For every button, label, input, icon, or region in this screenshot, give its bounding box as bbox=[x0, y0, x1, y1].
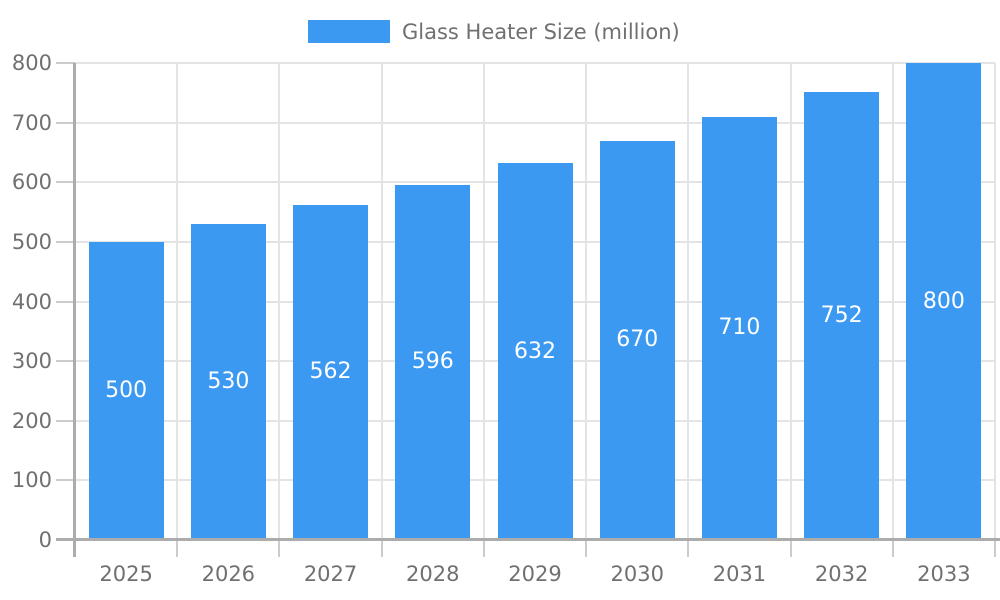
x-axis-tick bbox=[380, 540, 383, 557]
gridline-vertical bbox=[891, 63, 894, 540]
y-axis-tick-label: 0 bbox=[38, 528, 52, 552]
gridline-horizontal bbox=[75, 62, 995, 64]
y-axis-tick bbox=[56, 181, 75, 184]
y-axis-tick-label: 300 bbox=[11, 349, 52, 374]
x-axis-tick-label: 2029 bbox=[508, 562, 562, 586]
x-axis-tick bbox=[482, 540, 485, 557]
bar-value-label: 562 bbox=[309, 359, 352, 385]
bar-value-label: 670 bbox=[616, 327, 659, 353]
gridline-vertical bbox=[482, 63, 485, 540]
gridline-vertical bbox=[380, 63, 383, 540]
y-axis-tick-label: 100 bbox=[11, 468, 52, 493]
bar: 752 bbox=[804, 91, 880, 540]
y-axis-tick bbox=[56, 360, 75, 363]
gridline-vertical bbox=[585, 63, 588, 540]
gridline-horizontal bbox=[75, 121, 995, 124]
x-axis-tick bbox=[278, 540, 281, 557]
bar-value-label: 632 bbox=[514, 338, 556, 364]
x-axis-tick-label: 2030 bbox=[610, 562, 664, 586]
y-axis-tick bbox=[56, 240, 75, 243]
x-axis-tick bbox=[176, 540, 179, 557]
x-axis-tick bbox=[891, 540, 894, 557]
y-axis-tick-label: 200 bbox=[11, 408, 52, 433]
x-axis-tick-label: 2027 bbox=[303, 562, 358, 586]
y-axis-tick-label: 600 bbox=[11, 170, 52, 195]
x-axis-tick-label: 2028 bbox=[406, 562, 460, 586]
y-axis-tick bbox=[56, 121, 75, 124]
bar: 596 bbox=[395, 184, 471, 540]
gridline-vertical bbox=[278, 63, 281, 540]
bar-value-label: 530 bbox=[207, 368, 250, 394]
x-axis-tick bbox=[687, 540, 690, 557]
x-axis-tick bbox=[585, 540, 588, 557]
y-axis-tick bbox=[56, 300, 75, 303]
x-axis-tick-label: 2033 bbox=[917, 562, 971, 586]
gridline-vertical bbox=[176, 63, 179, 540]
bar: 562 bbox=[293, 204, 369, 540]
bar-value-label: 800 bbox=[922, 288, 965, 314]
bar-value-label: 752 bbox=[820, 302, 863, 328]
bar-value-label: 596 bbox=[411, 349, 454, 375]
gridline-vertical bbox=[687, 63, 690, 540]
x-axis-tick-label: 2032 bbox=[814, 562, 869, 586]
y-axis-tick-label: 400 bbox=[11, 289, 52, 314]
y-axis-tick bbox=[56, 62, 75, 64]
bar-value-label: 500 bbox=[105, 377, 148, 403]
x-axis-tick-label: 2025 bbox=[99, 562, 153, 586]
x-axis-tick-label: 2031 bbox=[712, 562, 767, 586]
y-axis-tick-label: 700 bbox=[11, 110, 52, 135]
y-axis-tick bbox=[56, 419, 75, 422]
y-axis-tick-label: 500 bbox=[11, 229, 52, 254]
bar-value-label: 710 bbox=[718, 315, 761, 341]
y-axis-tick-label: 800 bbox=[11, 51, 52, 75]
legend-label: Glass Heater Size (million) bbox=[402, 20, 680, 44]
y-axis-line bbox=[73, 63, 76, 557]
gridline-vertical bbox=[789, 63, 792, 540]
bar: 710 bbox=[701, 116, 777, 540]
y-axis-tick bbox=[56, 479, 75, 482]
bar: 670 bbox=[599, 140, 675, 540]
x-axis-line bbox=[56, 538, 1000, 541]
legend-swatch bbox=[308, 20, 390, 43]
bar: 632 bbox=[497, 163, 573, 540]
x-axis-tick bbox=[994, 540, 996, 557]
gridline-vertical bbox=[994, 63, 996, 540]
bar: 530 bbox=[190, 223, 266, 540]
x-axis-tick-label: 2026 bbox=[201, 562, 256, 586]
x-axis-tick bbox=[789, 540, 792, 557]
bar: 800 bbox=[906, 63, 982, 540]
bar: 500 bbox=[88, 241, 164, 540]
